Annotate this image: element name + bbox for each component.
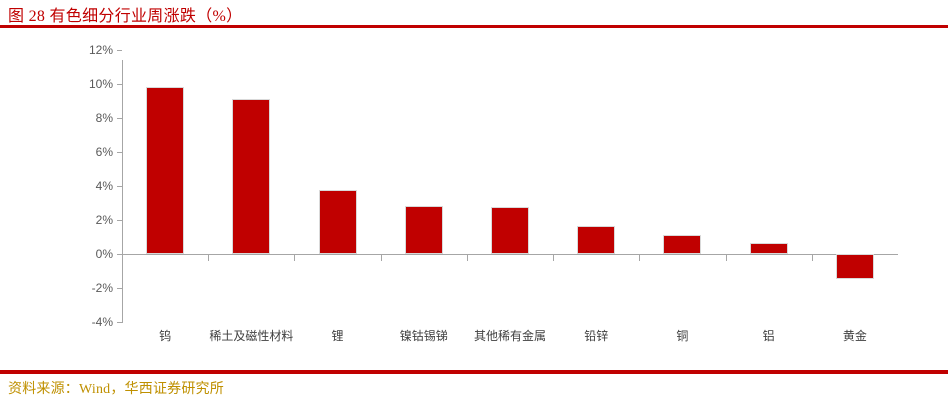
x-axis-tick-mark	[811, 255, 813, 261]
y-axis-tick-mark	[117, 84, 122, 85]
y-axis-tick-label: 8%	[95, 111, 113, 125]
x-axis-category-label: 其他稀有金属	[473, 329, 547, 343]
footer-divider	[0, 370, 948, 374]
x-axis-category-label: 铅锌	[584, 329, 609, 343]
y-axis-tick-mark	[117, 118, 122, 119]
bar[interactable]	[404, 205, 443, 254]
bar[interactable]	[232, 99, 271, 254]
y-axis-tick-mark	[117, 186, 122, 187]
y-axis-tick-mark	[117, 322, 122, 323]
x-axis-category-label: 稀土及磁性材料	[209, 329, 294, 343]
y-axis-tick-label: -2%	[91, 281, 113, 295]
y-axis-tick-label: 2%	[95, 213, 113, 227]
bar[interactable]	[835, 254, 874, 279]
y-axis-line	[122, 60, 123, 323]
y-axis-tick-label: 0%	[95, 247, 113, 261]
y-axis-tick-mark	[117, 220, 122, 221]
x-axis-category-label: 镍钴锡锑	[399, 329, 448, 343]
figure-title-bar: 图 28 有色细分行业周涨跌（%）	[0, 0, 948, 28]
y-axis-tick-label: 6%	[95, 145, 113, 159]
bar[interactable]	[577, 225, 616, 254]
bar[interactable]	[146, 87, 185, 254]
x-axis-tick-mark	[380, 255, 382, 261]
page-title: 图 28 有色细分行业周涨跌（%）	[8, 8, 243, 25]
x-axis-tick-mark	[725, 255, 727, 261]
bar-chart: 12% 10% 8% 6% 4% 2% 0% -2% -4% 钨 稀土及磁性材料 锂 镍钴锡锑 其他稀有…	[0, 30, 948, 368]
x-axis-category-label: 铜	[676, 329, 689, 343]
y-axis-tick-mark	[117, 152, 122, 153]
bar[interactable]	[318, 190, 357, 254]
bar[interactable]	[749, 242, 788, 254]
title-divider	[0, 25, 948, 28]
y-axis-tick-label: 4%	[95, 179, 113, 193]
y-axis-tick-label: -4%	[91, 315, 113, 329]
x-axis-tick-mark	[553, 255, 555, 261]
x-axis-tick-mark	[294, 255, 296, 261]
y-axis-tick-mark	[117, 50, 122, 51]
bar[interactable]	[491, 207, 529, 254]
x-axis-category-label: 钨	[159, 329, 172, 343]
source-note: 资料来源：Wind，华西证券研究所	[8, 382, 224, 397]
bar[interactable]	[663, 235, 702, 254]
zero-baseline	[122, 254, 898, 255]
x-axis-category-label: 黄金	[842, 329, 867, 343]
y-axis-tick-mark	[117, 288, 122, 289]
y-axis-tick-label: 10%	[88, 77, 113, 91]
x-axis-category-label: 铝	[762, 329, 775, 343]
x-axis-tick-mark	[466, 255, 468, 261]
y-axis-tick-mark	[117, 254, 122, 255]
x-axis-category-label: 锂	[331, 329, 344, 343]
y-axis-tick-label: 12%	[88, 43, 113, 57]
x-axis-tick-mark	[639, 255, 641, 261]
x-axis-tick-mark	[208, 255, 210, 261]
